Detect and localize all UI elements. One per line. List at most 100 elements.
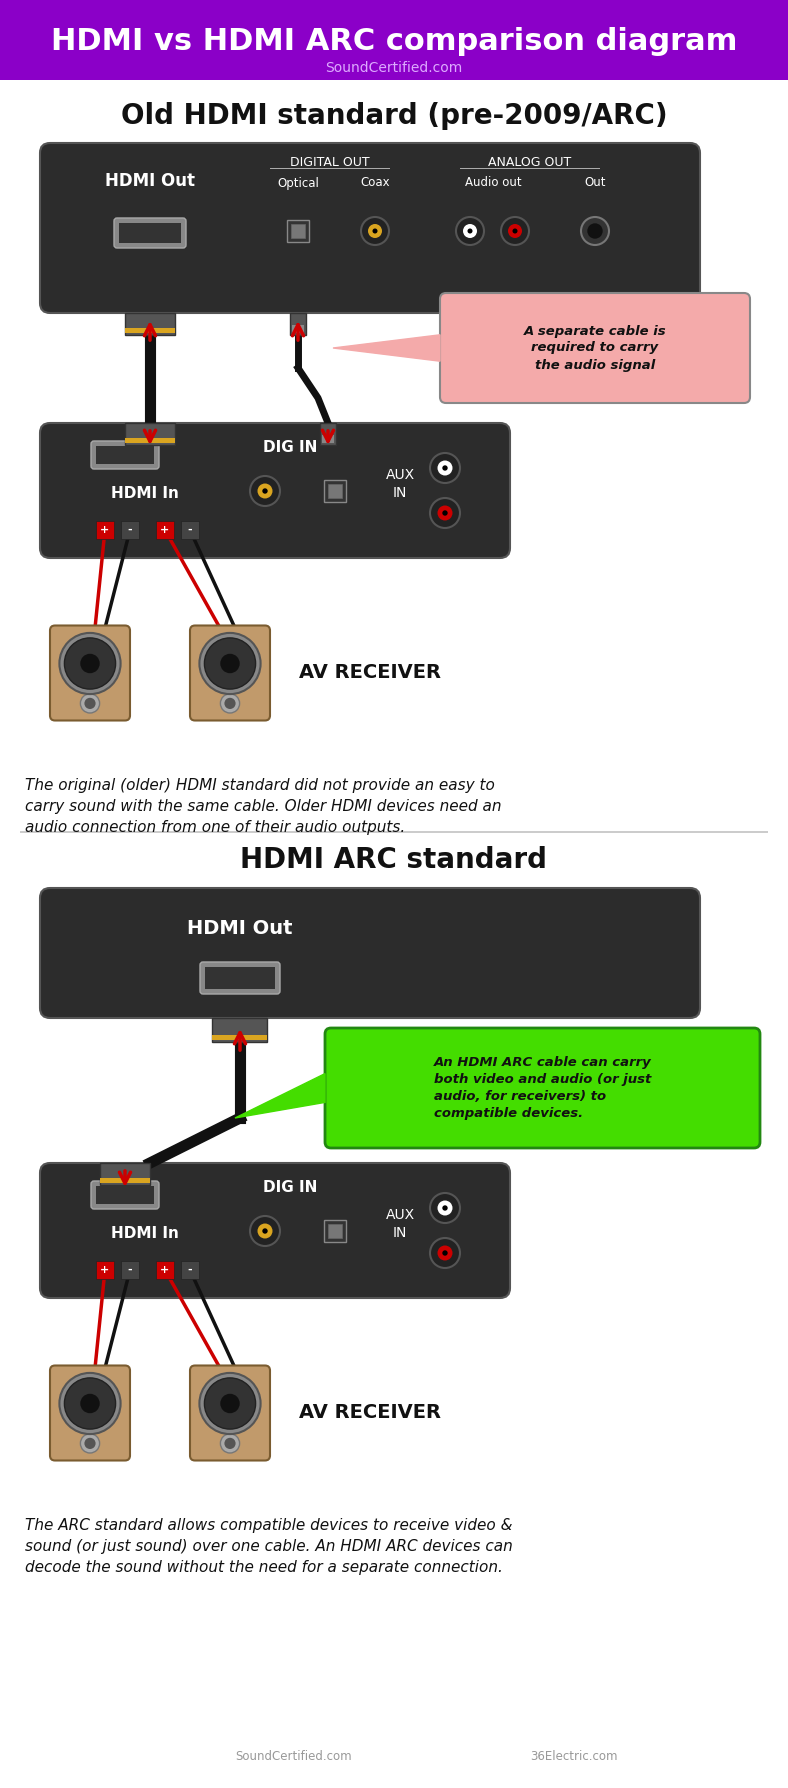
- Bar: [324, 1219, 346, 1243]
- Text: The original (older) HDMI standard did not provide an easy to
carry sound with t: The original (older) HDMI standard did n…: [25, 778, 501, 835]
- Circle shape: [221, 694, 240, 713]
- Circle shape: [84, 1438, 95, 1448]
- Circle shape: [501, 216, 529, 245]
- Bar: [156, 1261, 174, 1278]
- Bar: [322, 434, 334, 443]
- Circle shape: [430, 1237, 460, 1268]
- Text: Old HDMI standard (pre-2009/ARC): Old HDMI standard (pre-2009/ARC): [121, 102, 667, 131]
- Text: -: -: [128, 526, 132, 535]
- Circle shape: [442, 510, 448, 515]
- Circle shape: [80, 654, 100, 674]
- FancyBboxPatch shape: [40, 143, 700, 313]
- Text: +: +: [161, 526, 169, 535]
- Text: DIGITAL OUT: DIGITAL OUT: [290, 157, 370, 170]
- Circle shape: [587, 224, 603, 240]
- Bar: [96, 1261, 114, 1278]
- Circle shape: [204, 1379, 255, 1429]
- Bar: [213, 1035, 267, 1041]
- Circle shape: [512, 229, 518, 234]
- Bar: [121, 1261, 139, 1278]
- Circle shape: [225, 1438, 236, 1448]
- FancyBboxPatch shape: [91, 442, 159, 468]
- FancyBboxPatch shape: [440, 293, 750, 402]
- Text: HDMI ARC standard: HDMI ARC standard: [240, 846, 548, 874]
- FancyBboxPatch shape: [325, 1028, 760, 1148]
- Text: HDMI Out: HDMI Out: [188, 919, 293, 937]
- Bar: [121, 520, 139, 538]
- Circle shape: [442, 1205, 448, 1210]
- Text: An HDMI ARC cable can carry
both video and audio (or just
audio, for receivers) : An HDMI ARC cable can carry both video a…: [433, 1057, 652, 1119]
- Circle shape: [442, 1250, 448, 1255]
- Circle shape: [199, 1373, 261, 1434]
- Circle shape: [258, 1223, 273, 1239]
- Circle shape: [437, 1200, 452, 1216]
- Text: AUX: AUX: [385, 1209, 414, 1221]
- Bar: [0, 0, 788, 80]
- Bar: [96, 1185, 154, 1203]
- Circle shape: [80, 694, 99, 713]
- Text: AV RECEIVER: AV RECEIVER: [299, 663, 441, 683]
- Bar: [328, 1225, 342, 1237]
- Text: Audio out: Audio out: [465, 177, 522, 190]
- Circle shape: [467, 229, 473, 234]
- Text: AUX: AUX: [385, 468, 414, 483]
- Circle shape: [65, 638, 116, 688]
- Text: -: -: [188, 1264, 192, 1275]
- Text: A separate cable is
required to carry
the audio signal: A separate cable is required to carry th…: [524, 324, 667, 372]
- Text: IN: IN: [392, 1227, 407, 1241]
- Bar: [290, 313, 306, 334]
- Text: The ARC standard allows compatible devices to receive video &
sound (or just sou: The ARC standard allows compatible devic…: [25, 1518, 513, 1575]
- Circle shape: [437, 506, 452, 520]
- Circle shape: [262, 488, 268, 493]
- Text: +: +: [161, 1264, 169, 1275]
- Bar: [125, 424, 175, 445]
- Text: 36Electric.com: 36Electric.com: [530, 1749, 618, 1763]
- Circle shape: [59, 1373, 121, 1434]
- Circle shape: [437, 461, 452, 476]
- Bar: [100, 1162, 150, 1185]
- FancyBboxPatch shape: [50, 1366, 130, 1461]
- Bar: [292, 325, 304, 333]
- FancyBboxPatch shape: [190, 1366, 270, 1461]
- Text: Optical: Optical: [277, 177, 319, 190]
- Circle shape: [80, 1395, 100, 1413]
- Bar: [100, 1178, 150, 1184]
- Circle shape: [442, 465, 448, 470]
- FancyBboxPatch shape: [40, 424, 510, 558]
- Bar: [125, 438, 175, 443]
- Bar: [320, 424, 336, 445]
- Circle shape: [437, 1246, 452, 1261]
- FancyBboxPatch shape: [114, 218, 186, 249]
- Circle shape: [258, 483, 273, 499]
- Bar: [324, 479, 346, 502]
- FancyBboxPatch shape: [91, 1182, 159, 1209]
- Bar: [96, 445, 154, 465]
- Polygon shape: [235, 1073, 325, 1118]
- Circle shape: [250, 1216, 280, 1246]
- Text: SoundCertified.com: SoundCertified.com: [236, 1749, 352, 1763]
- Text: HDMI vs HDMI ARC comparison diagram: HDMI vs HDMI ARC comparison diagram: [50, 27, 738, 57]
- Bar: [328, 485, 342, 499]
- Text: IN: IN: [392, 486, 407, 501]
- Circle shape: [80, 1434, 99, 1454]
- Circle shape: [430, 1193, 460, 1223]
- Text: HDMI Out: HDMI Out: [105, 172, 195, 190]
- Circle shape: [204, 638, 255, 688]
- Text: DIG IN: DIG IN: [263, 440, 318, 454]
- Circle shape: [65, 1379, 116, 1429]
- Bar: [181, 1261, 199, 1278]
- Text: Coax: Coax: [360, 177, 390, 190]
- Circle shape: [225, 697, 236, 710]
- Bar: [205, 967, 275, 989]
- Bar: [156, 520, 174, 538]
- Circle shape: [221, 654, 240, 674]
- Text: ANALOG OUT: ANALOG OUT: [489, 157, 571, 170]
- Circle shape: [463, 224, 477, 238]
- Bar: [213, 1017, 267, 1042]
- Text: HDMI In: HDMI In: [111, 1225, 179, 1241]
- Circle shape: [456, 216, 484, 245]
- Circle shape: [250, 476, 280, 506]
- Circle shape: [84, 697, 95, 710]
- Circle shape: [221, 1395, 240, 1413]
- Circle shape: [581, 216, 609, 245]
